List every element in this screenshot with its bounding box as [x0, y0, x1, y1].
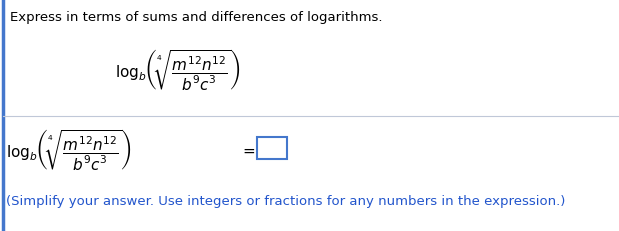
- Text: $=$: $=$: [240, 142, 256, 157]
- Text: $\mathrm{log}_b\left(\sqrt[4]{\dfrac{m^{12}n^{12}}{b^9c^3}}\right)$: $\mathrm{log}_b\left(\sqrt[4]{\dfrac{m^{…: [6, 127, 132, 172]
- Bar: [257, 137, 287, 159]
- Text: (Simplify your answer. Use integers or fractions for any numbers in the expressi: (Simplify your answer. Use integers or f…: [6, 195, 565, 208]
- Text: $\mathrm{log}_b\left(\sqrt[4]{\dfrac{m^{12}n^{12}}{b^9c^3}}\right)$: $\mathrm{log}_b\left(\sqrt[4]{\dfrac{m^{…: [115, 47, 241, 92]
- Text: Express in terms of sums and differences of logarithms.: Express in terms of sums and differences…: [10, 11, 383, 24]
